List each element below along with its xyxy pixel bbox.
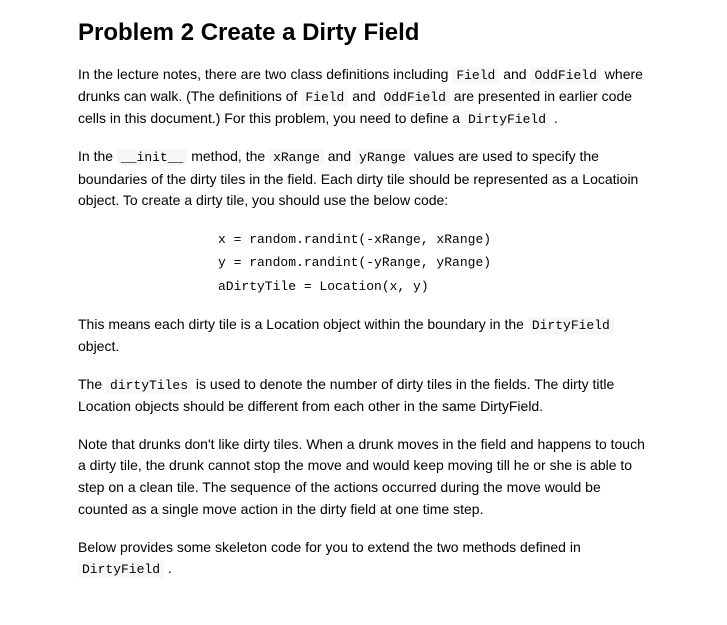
paragraph-drunks: Note that drunks don't like dirty tiles.… (78, 434, 649, 521)
text: This means each dirty tile is a Location… (78, 316, 528, 332)
text: method, the (187, 148, 269, 164)
text: The (78, 376, 106, 392)
text: and (348, 88, 379, 104)
code-dirtyfield: DirtyField (528, 317, 614, 334)
code-block-dirtytile: x = random.randint(-xRange, xRange) y = … (78, 228, 649, 298)
paragraph-skeleton: Below provides some skeleton code for yo… (78, 537, 649, 581)
code-oddfield: OddField (530, 67, 600, 84)
code-dirtyfield: DirtyField (78, 561, 164, 578)
text: object. (78, 338, 119, 354)
code-yrange: yRange (355, 149, 410, 166)
text: and (499, 66, 530, 82)
text: In the (78, 148, 117, 164)
paragraph-dirtytiles: The dirtyTiles is used to denote the num… (78, 374, 649, 418)
problem-title: Problem 2 Create a Dirty Field (78, 18, 649, 48)
code-xrange: xRange (269, 149, 324, 166)
text: Note that drunks don't like dirty tiles.… (78, 436, 645, 517)
paragraph-boundary: This means each dirty tile is a Location… (78, 314, 649, 358)
paragraph-init: In the __init__ method, the xRange and y… (78, 146, 649, 212)
code-field: Field (301, 89, 348, 106)
code-dirtytiles: dirtyTiles (106, 377, 192, 394)
paragraph-intro: In the lecture notes, there are two clas… (78, 64, 649, 130)
code-oddfield: OddField (380, 89, 450, 106)
code-field: Field (452, 67, 499, 84)
document-content: Problem 2 Create a Dirty Field In the le… (0, 0, 727, 614)
text: . (164, 560, 172, 576)
text: . (550, 110, 558, 126)
text: In the lecture notes, there are two clas… (78, 66, 452, 82)
text: and (324, 148, 355, 164)
text: Below provides some skeleton code for yo… (78, 539, 581, 555)
code-dirtyfield: DirtyField (464, 111, 550, 128)
code-init: __init__ (117, 149, 187, 166)
